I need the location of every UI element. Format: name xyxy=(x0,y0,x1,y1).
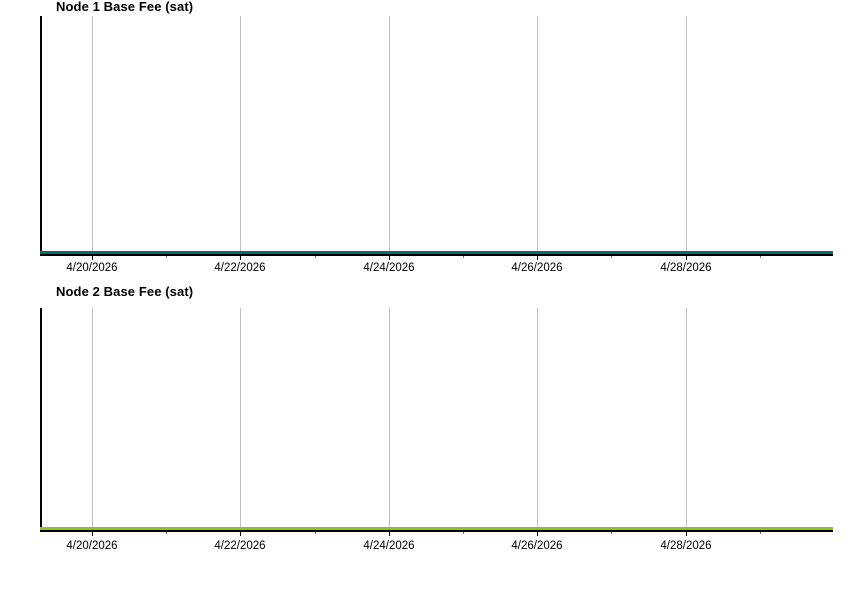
x-tick-mark xyxy=(537,256,538,260)
x-tick-mark-minor xyxy=(611,532,612,534)
x-tick-mark xyxy=(537,532,538,536)
x-tick-label: 4/24/2026 xyxy=(363,262,415,274)
series-line-node-1 xyxy=(40,251,833,254)
x-tick-label: 4/26/2026 xyxy=(511,540,563,552)
x-tick-mark xyxy=(240,256,241,260)
x-tick-mark xyxy=(389,256,390,260)
x-tick-mark xyxy=(240,532,241,536)
x-tick-mark-minor xyxy=(463,256,464,258)
chart-title: Node 1 Base Fee (sat) xyxy=(56,0,194,14)
x-tick-mark-minor xyxy=(166,256,167,258)
gridline-vertical xyxy=(92,16,93,256)
gridline-vertical xyxy=(240,16,241,256)
x-axis-tick-labels-node-2: 4/20/2026 4/22/2026 4/24/2026 4/26/2026 … xyxy=(40,538,833,554)
x-axis-tick-labels-node-1: 4/20/2026 4/22/2026 4/24/2026 4/26/2026 … xyxy=(40,260,833,276)
x-tick-mark-minor xyxy=(760,256,761,258)
x-tick-label: 4/22/2026 xyxy=(214,540,266,552)
gridline-vertical xyxy=(537,16,538,256)
chart-panel-node-1: Node 1 Base Fee (sat) 4/20/2026 4/22/202… xyxy=(0,0,860,285)
x-axis-line xyxy=(40,530,833,532)
gridline-vertical xyxy=(537,308,538,532)
x-tick-mark xyxy=(389,532,390,536)
x-tick-mark-minor xyxy=(760,532,761,534)
chart-title: Node 2 Base Fee (sat) xyxy=(56,284,194,299)
x-tick-label: 4/20/2026 xyxy=(66,540,118,552)
x-tick-mark-minor xyxy=(166,532,167,534)
x-tick-mark xyxy=(92,532,93,536)
x-tick-mark-minor xyxy=(463,532,464,534)
y-axis-line xyxy=(40,16,42,256)
x-tick-mark-minor xyxy=(611,256,612,258)
gridline-vertical xyxy=(92,308,93,532)
gridline-vertical xyxy=(686,16,687,256)
gridline-vertical xyxy=(686,308,687,532)
x-tick-label: 4/20/2026 xyxy=(66,262,118,274)
x-tick-mark xyxy=(686,532,687,536)
x-tick-mark xyxy=(92,256,93,260)
gridline-vertical xyxy=(389,16,390,256)
plot-area-node-2 xyxy=(40,308,833,536)
plot-area-node-1 xyxy=(40,16,833,260)
gridline-vertical xyxy=(389,308,390,532)
series-line-node-2 xyxy=(40,527,833,530)
x-tick-label: 4/28/2026 xyxy=(660,540,712,552)
gridline-vertical xyxy=(240,308,241,532)
x-tick-label: 4/26/2026 xyxy=(511,262,563,274)
x-tick-label: 4/24/2026 xyxy=(363,540,415,552)
x-axis-line xyxy=(40,254,833,256)
x-tick-mark-minor xyxy=(315,532,316,534)
x-tick-label: 4/28/2026 xyxy=(660,262,712,274)
x-tick-mark-minor xyxy=(315,256,316,258)
x-tick-label: 4/22/2026 xyxy=(214,262,266,274)
x-tick-mark xyxy=(686,256,687,260)
chart-panel-node-2: Node 2 Base Fee (sat) 4/20/2026 4/22/202… xyxy=(0,285,860,585)
y-axis-line xyxy=(40,308,42,532)
